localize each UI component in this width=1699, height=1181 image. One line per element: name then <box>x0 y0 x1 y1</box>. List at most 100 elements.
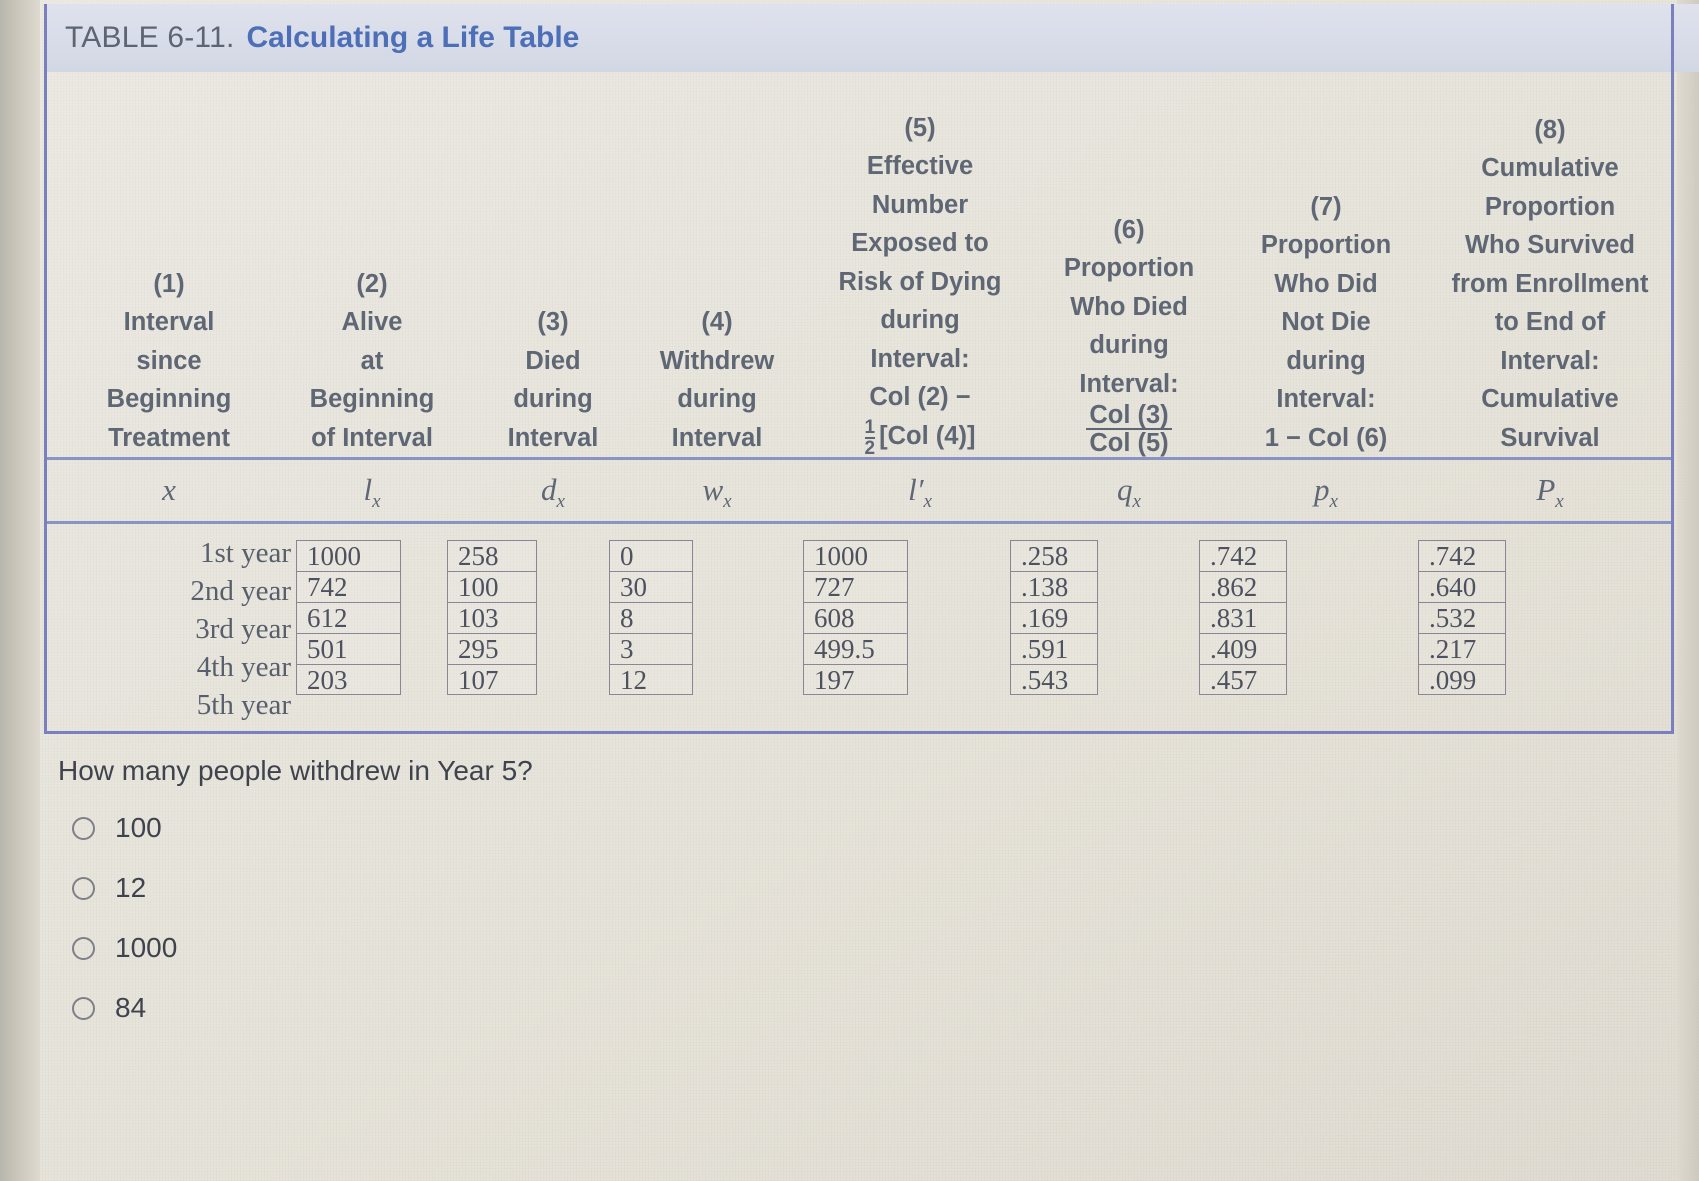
row-label: 5th year <box>196 689 291 721</box>
table-cell: .862 <box>1199 571 1287 602</box>
column-line: at <box>360 346 384 375</box>
header-rule-middle <box>47 521 1671 524</box>
table-column-headers: (1) Interval since Beginning Treatment (… <box>47 72 1671 458</box>
value-column-cumulative-survival: .742 .640 .532 .217 .099 <box>1418 540 1506 695</box>
table-cell: .169 <box>1010 602 1098 633</box>
value-column-effective-exposed: 1000 727 608 499.5 197 <box>803 540 908 695</box>
row-label: 3rd year <box>195 613 291 645</box>
column-line: Interval <box>123 308 215 336</box>
column-number-8: (8) <box>1534 115 1566 144</box>
symbol-x: x <box>162 472 176 507</box>
column-line: Exposed to <box>851 229 989 258</box>
column-header-5: (5) Effective Number Exposed to Risk of … <box>809 109 1031 458</box>
column-line: during <box>677 385 757 413</box>
column-line: Interval: <box>1276 385 1376 413</box>
column-line: Interval: <box>1079 369 1179 398</box>
table-cell: 30 <box>609 571 693 602</box>
table-cell: .099 <box>1418 664 1506 695</box>
table-cell: .742 <box>1418 540 1506 571</box>
value-column-proportion-not-died: .742 .862 .831 .409 .457 <box>1199 540 1287 695</box>
column-line: Risk of Dying <box>838 267 1002 296</box>
column-line: Not Die <box>1281 308 1371 336</box>
column-header-1: (1) Interval since Beginning Treatment <box>69 265 269 458</box>
symbol-qx: qx <box>1117 472 1141 513</box>
column-line: of Interval <box>311 423 433 452</box>
column-line: Treatment <box>108 423 230 452</box>
column-line: Interval: <box>1500 346 1600 375</box>
column-header-7: (7) Proportion Who Did Not Die during In… <box>1227 188 1425 458</box>
table-cell: .742 <box>1199 540 1287 571</box>
table-cell: 727 <box>803 571 908 602</box>
table-cell: .409 <box>1199 633 1287 664</box>
table-number-label: TABLE 6-11. <box>65 21 235 54</box>
symbol-row: x lx dx wx l′x qx px Px <box>47 460 1671 521</box>
column-number-6: (6) <box>1113 215 1145 244</box>
table-title-bar: TABLE 6-11. Calculating a Life Table <box>44 4 1699 72</box>
answer-option-3[interactable]: 84 <box>72 992 146 1024</box>
table-cell: 608 <box>803 602 908 633</box>
table-title: Calculating a Life Table <box>246 21 580 54</box>
table-cell: .217 <box>1418 633 1506 664</box>
column-number-1: (1) <box>153 269 185 298</box>
column-header-4: (4) Withdrew during Interval <box>627 303 807 457</box>
table-cell: 203 <box>296 664 401 695</box>
radio-button-icon[interactable] <box>72 996 95 1020</box>
answer-option-0[interactable]: 100 <box>72 812 162 844</box>
column-line: Proportion <box>1063 254 1195 282</box>
question-text: How many people withdrew in Year 5? <box>58 755 533 786</box>
table-cell: .532 <box>1418 602 1506 633</box>
table-cell: .831 <box>1199 602 1287 633</box>
column-line: Alive <box>341 308 403 336</box>
column-line: since <box>136 346 202 375</box>
table-cell: .258 <box>1010 540 1098 571</box>
row-label: 4th year <box>196 651 291 683</box>
table-cell: .591 <box>1010 633 1098 664</box>
column-number-7: (7) <box>1310 192 1342 221</box>
table-cell: 1000 <box>296 540 401 571</box>
page-right-edge <box>1677 0 1699 1181</box>
column-line: Interval <box>507 423 599 452</box>
table-cell: .457 <box>1199 664 1287 695</box>
column-line: during <box>513 385 593 413</box>
column-line: Proportion <box>1260 231 1392 259</box>
column-line: Interval: <box>870 344 970 373</box>
table-cell: 107 <box>447 664 537 695</box>
column-line: from Enrollment <box>1451 269 1649 298</box>
column-number-2: (2) <box>356 269 388 298</box>
column-line: Cumulative <box>1481 154 1619 182</box>
radio-button-icon[interactable] <box>72 936 95 960</box>
symbol-lx: lx <box>363 472 381 513</box>
column-line: Who Survived <box>1464 231 1636 259</box>
column-number-5: (5) <box>904 113 936 142</box>
symbol-Px: Px <box>1536 472 1564 513</box>
radio-button-icon[interactable] <box>72 876 95 900</box>
column-line: Interval <box>671 423 763 452</box>
column-formula-6: Col (3) Col (5) <box>1031 402 1227 457</box>
value-column-alive: 1000 742 612 501 203 <box>296 540 401 695</box>
fraction-numerator: Col (3) <box>1086 402 1172 430</box>
table-cell: 12 <box>609 664 693 695</box>
table-cell: 501 <box>296 633 401 664</box>
value-column-died: 258 100 103 295 107 <box>447 540 537 695</box>
value-column-withdrew: 0 30 8 3 12 <box>609 540 693 695</box>
column-number-4: (4) <box>701 308 733 336</box>
answer-option-2[interactable]: 1000 <box>72 932 177 964</box>
table-cell: 295 <box>447 633 537 664</box>
page-left-edge <box>0 0 40 1181</box>
table-cell: 1000 <box>803 540 908 571</box>
row-label-column: 1st year 2nd year 3rd year 4th year 5th … <box>47 534 297 724</box>
column-line: to End of <box>1494 308 1606 336</box>
column-line: Who Died <box>1070 292 1188 321</box>
answer-option-1[interactable]: 12 <box>72 872 146 904</box>
fraction-denominator: Col (5) <box>1089 429 1169 457</box>
column-line: Who Did <box>1274 269 1378 298</box>
answer-option-label: 12 <box>115 872 147 903</box>
life-table <box>44 4 1674 734</box>
column-line: Col (2) − <box>869 383 971 412</box>
col3-over-col5-fraction: Col (3) Col (5) <box>1086 402 1172 457</box>
row-label: 1st year <box>200 537 291 569</box>
radio-button-icon[interactable] <box>72 816 95 840</box>
column-line: Withdrew <box>659 346 775 375</box>
table-cell: 8 <box>609 602 693 633</box>
symbol-dx: dx <box>541 472 565 513</box>
